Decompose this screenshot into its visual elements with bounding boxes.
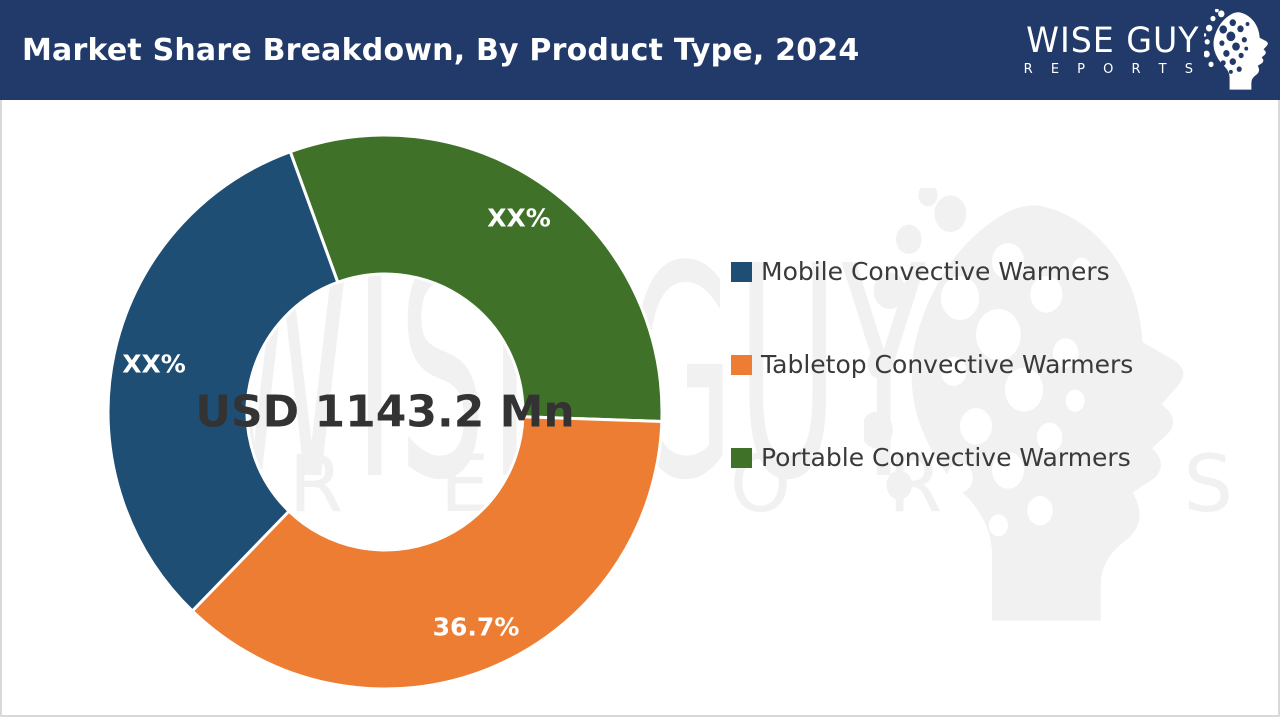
wise-guy-reports-logo: WISE GUY R E P O R T S [1017,9,1280,91]
legend-label-mobile: Mobile Convective Warmers [761,257,1110,286]
legend-item-mobile: Mobile Convective Warmers [731,257,1133,286]
header-bar: Market Share Breakdown, By Product Type,… [0,0,1280,100]
page-title: Market Share Breakdown, By Product Type,… [22,32,860,68]
logo-brand-text: WISE GUY [1026,21,1200,61]
chart-legend: Mobile Convective Warmers Tabletop Conve… [731,257,1133,472]
donut-center-value: USD 1143.2 Mn [195,386,575,438]
legend-swatch-mobile [731,261,752,282]
legend-label-tabletop: Tabletop Convective Warmers [761,350,1134,379]
chart-canvas: WISE GUY R E P O R T S XX% 36.7% XX% USD… [0,100,1280,717]
donut-slice-tabletop [190,415,664,691]
watermark-face-icon [864,188,1184,621]
legend-swatch-tabletop [731,354,752,375]
donut-chart [106,133,664,691]
logo-subtitle-text: R E P O R T S [1023,62,1200,77]
legend-label-portable: Portable Convective Warmers [761,443,1131,472]
legend-item-portable: Portable Convective Warmers [731,443,1133,472]
slice-label-tabletop: 36.7% [432,612,520,642]
wise-guy-face-icon [1204,9,1268,90]
legend-swatch-portable [731,447,752,468]
donut-slice-portable [288,133,664,423]
logo-text: WISE GUY R E P O R T S [1017,21,1200,77]
legend-item-tabletop: Tabletop Convective Warmers [731,350,1133,379]
donut-slice-mobile [106,150,340,613]
slice-label-mobile: XX% [122,349,186,379]
slice-label-portable: XX% [487,203,551,233]
